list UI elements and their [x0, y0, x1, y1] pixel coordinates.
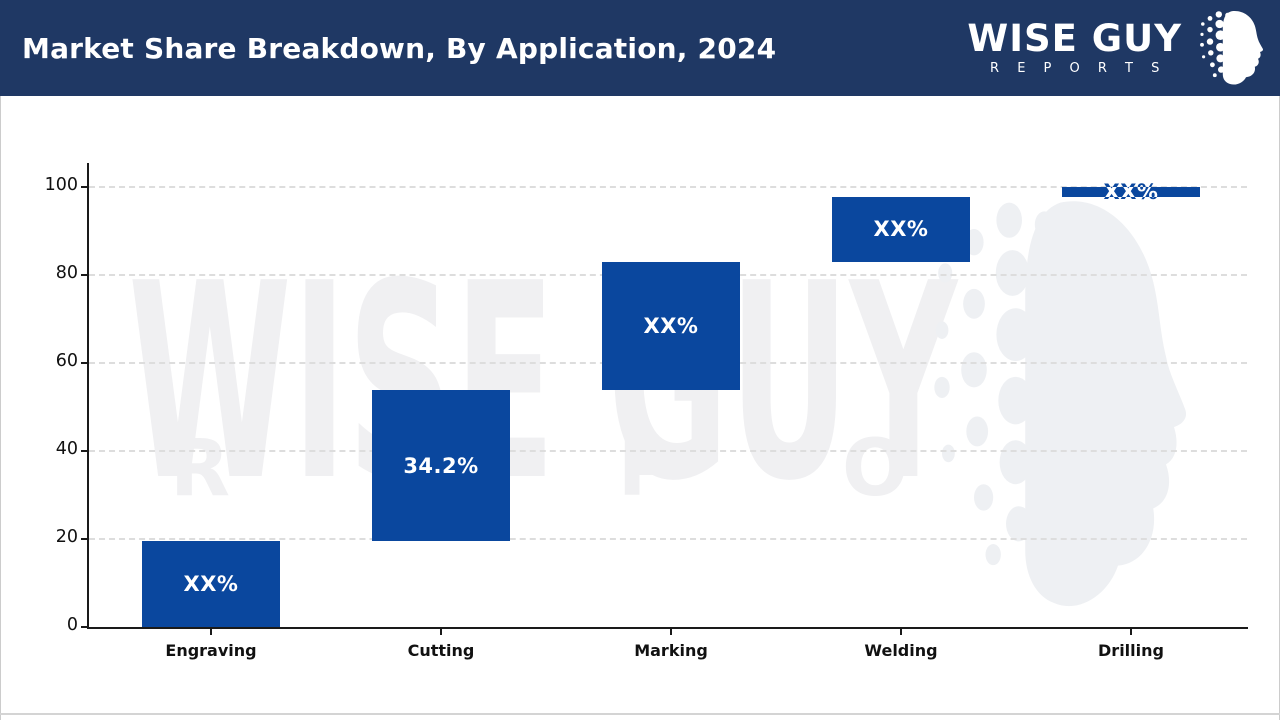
bar-label-marking-inner: XX% [643, 314, 699, 339]
logo-brand-text: WISE GUY [967, 17, 1182, 60]
y-axis-line [87, 163, 89, 629]
y-tick-label-100: 100 [44, 175, 78, 195]
bar-drilling: XX%XX% [1062, 180, 1200, 204]
x-label-engraving: Engraving [165, 641, 257, 660]
wiseguy-face-icon [1200, 10, 1264, 85]
logo-text: WISE GUY R E P O R T S [967, 20, 1182, 76]
bar-label-cutting: 34.2% [403, 453, 479, 478]
wiseguy-logo: WISE GUY R E P O R T S [967, 0, 1266, 96]
y-tick-20 [81, 538, 89, 540]
y-tick-0 [81, 626, 89, 628]
bar-label-clip: XX% [602, 262, 740, 390]
y-tick-40 [81, 450, 89, 452]
gridline-100 [89, 186, 1247, 188]
bar-label-welding: XX% [873, 217, 929, 242]
watermark-text: WISE GUY [128, 225, 958, 540]
bar-label-clip: XX% [1062, 187, 1200, 197]
bar-label-engraving-inner: XX% [183, 571, 239, 596]
x-label-welding: Welding [864, 641, 938, 660]
x-tick-welding [900, 629, 902, 635]
bottom-divider [0, 713, 1280, 715]
bar-label-clip: XX% [832, 197, 970, 262]
bar-label-drilling: XX% [1103, 180, 1159, 205]
bar-marking: XX% XX% [602, 261, 740, 391]
bar-label-clip: 34.2% [372, 390, 510, 540]
bar-label-drilling-inner: XX% [1062, 187, 1200, 197]
x-label-marking: Marking [634, 641, 708, 660]
y-tick-100 [81, 186, 89, 188]
bar-label-welding-inner: XX% [873, 217, 929, 242]
bar-label-cutting-inner: 34.2% [403, 453, 479, 478]
y-tick-label-40: 40 [55, 439, 78, 459]
bar-label-clip: XX% [142, 541, 280, 627]
y-tick-label-80: 80 [55, 263, 78, 283]
chart-title: Market Share Breakdown, By Application, … [22, 31, 777, 65]
y-tick-label-20: 20 [55, 527, 78, 547]
x-tick-drilling [1130, 629, 1132, 635]
y-tick-60 [81, 362, 89, 364]
gridline-40 [89, 450, 1247, 452]
x-tick-marking [670, 629, 672, 635]
gridline-20 [89, 538, 1247, 540]
bar-cutting: 34.2% 34.2% [372, 390, 510, 541]
bar-label-engraving: XX% [183, 571, 239, 596]
y-tick-label-0: 0 [66, 615, 78, 635]
x-label-cutting: Cutting [407, 641, 475, 660]
logo-brand-subtext: R E P O R T S [990, 61, 1167, 76]
header: Market Share Breakdown, By Application, … [0, 0, 1280, 96]
x-tick-engraving [210, 629, 212, 635]
x-axis-line [87, 627, 1248, 629]
x-label-drilling: Drilling [1098, 641, 1164, 660]
bar-welding: XX% XX% [832, 197, 970, 262]
y-tick-80 [81, 274, 89, 276]
y-tick-label-60: 60 [55, 351, 78, 371]
bar-label-marking: XX% [643, 314, 699, 339]
bar-engraving: XX% XX% [142, 540, 280, 627]
x-tick-cutting [440, 629, 442, 635]
